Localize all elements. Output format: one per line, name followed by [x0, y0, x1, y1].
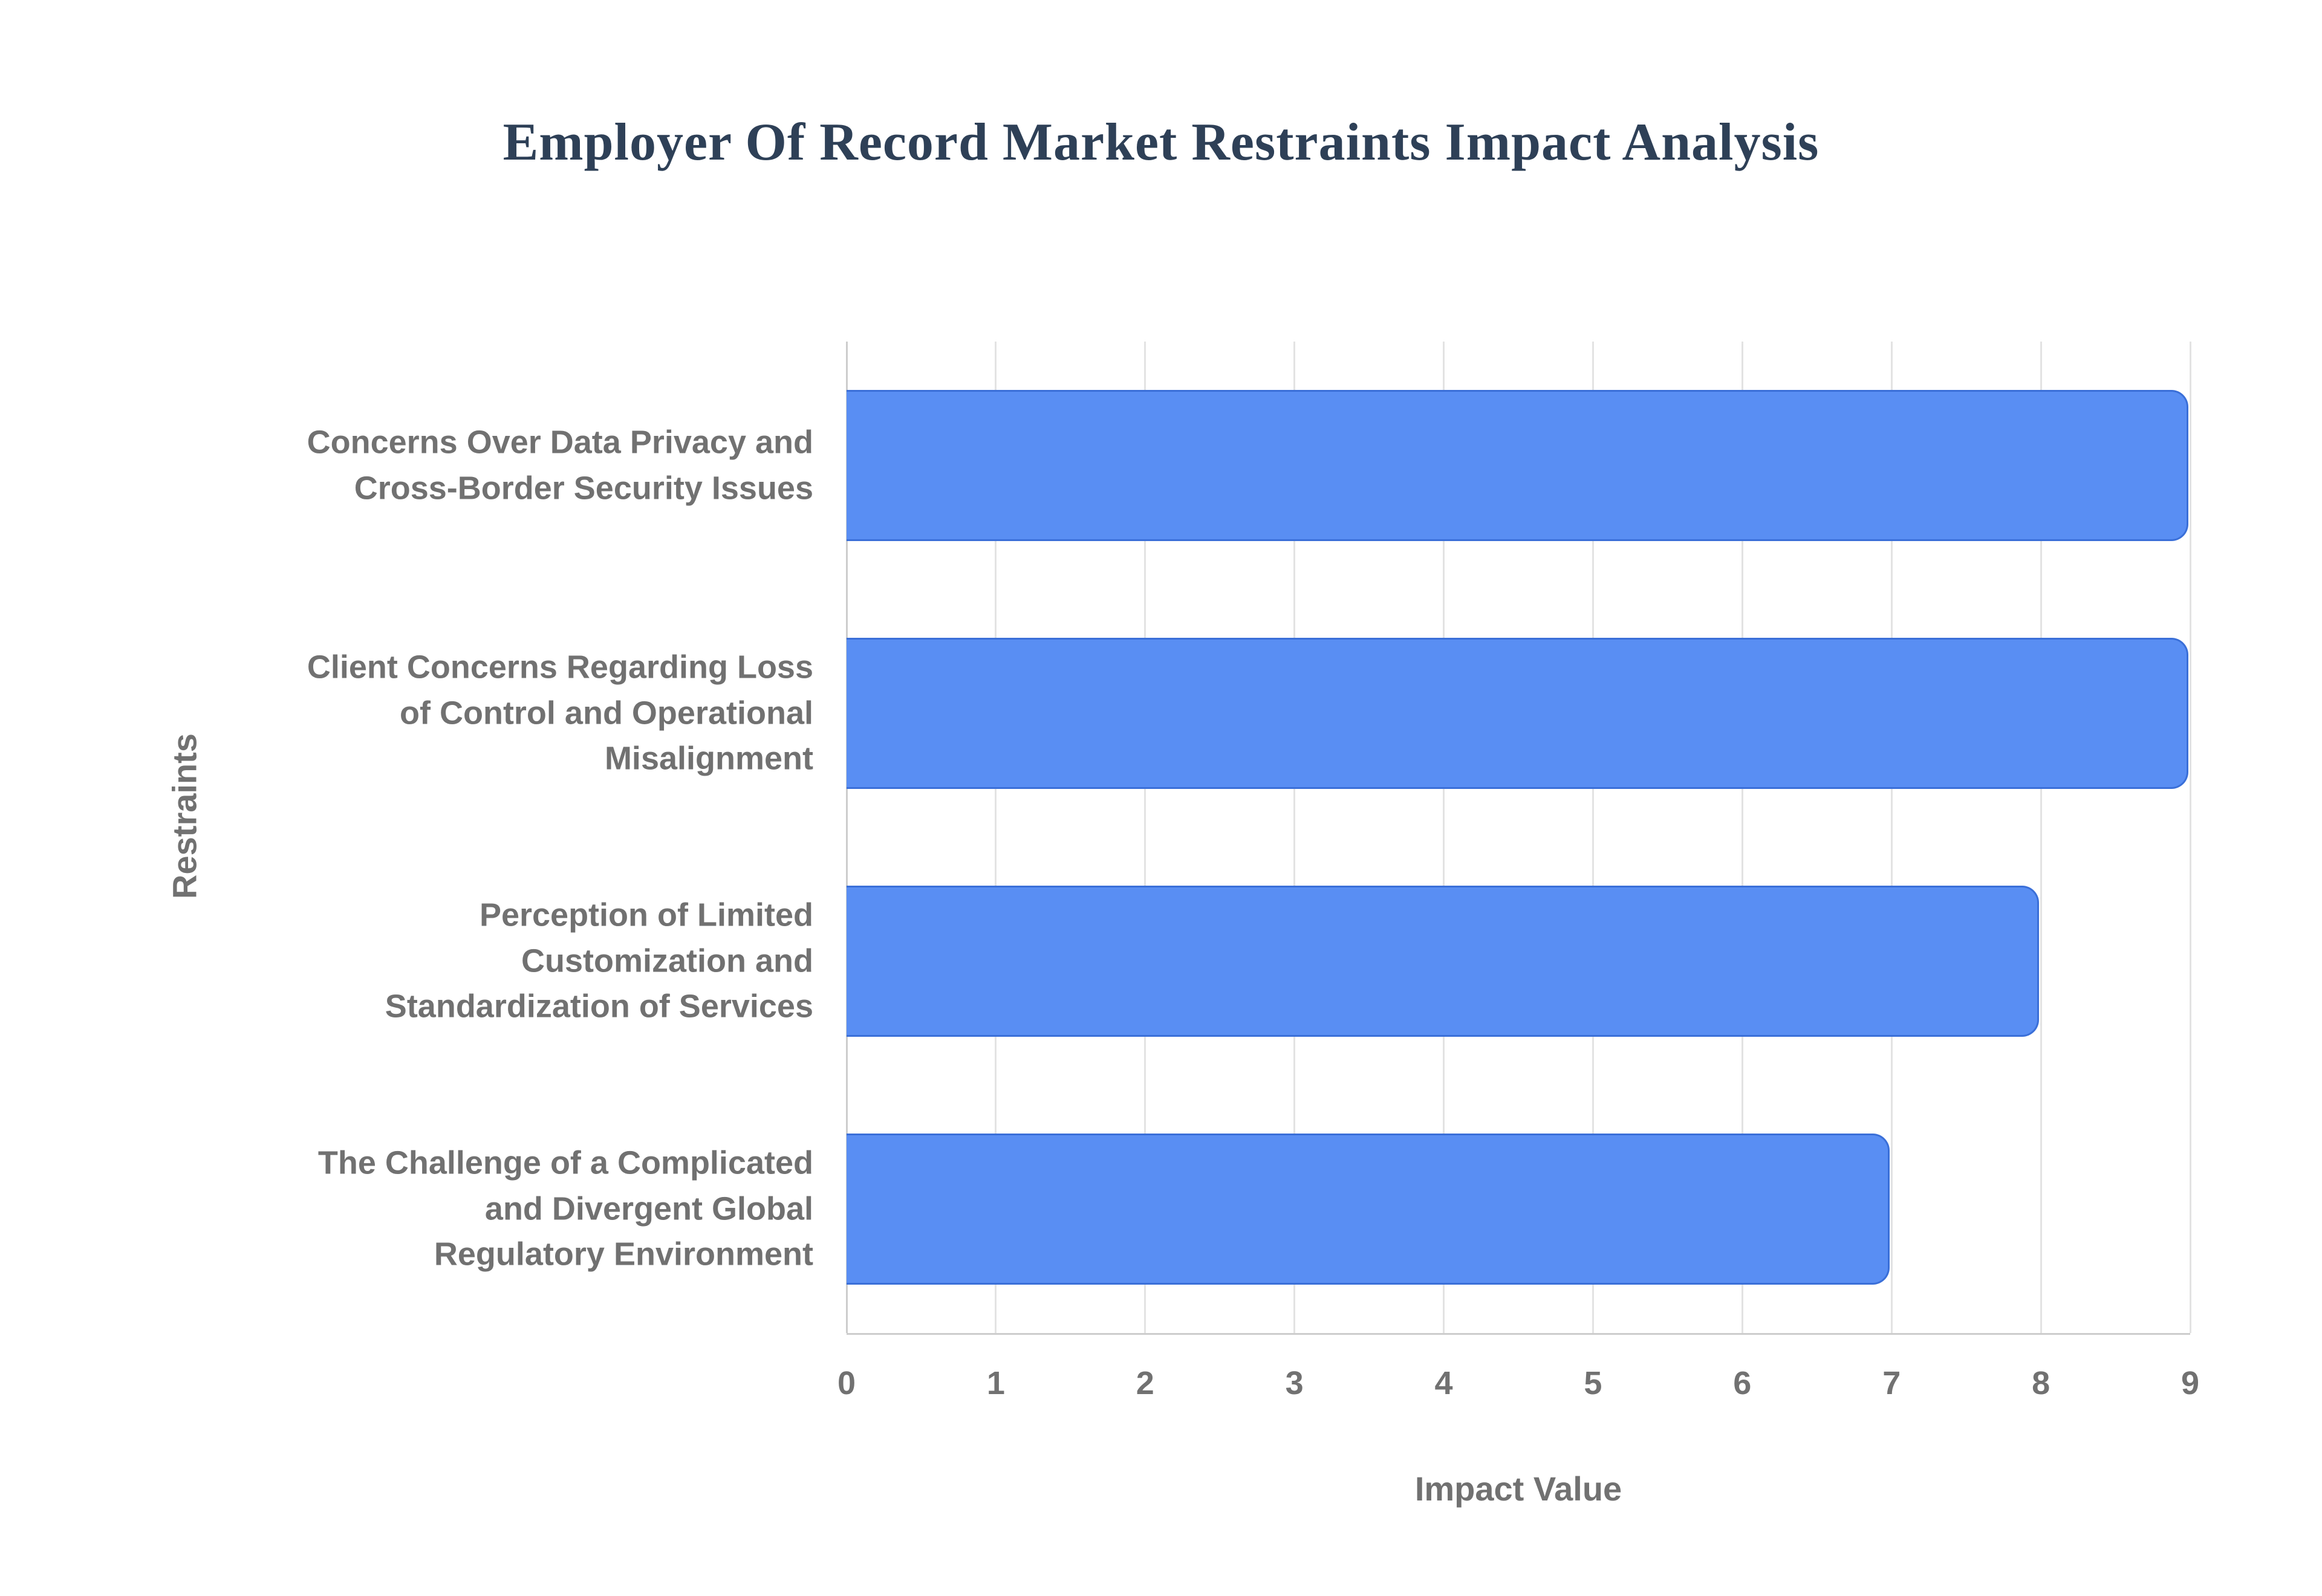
chart-title: Employer Of Record Market Restraints Imp… [502, 113, 1820, 172]
x-axis-line [847, 1333, 2190, 1335]
category-label-line: Regulatory Environment [434, 1236, 813, 1273]
category-label-line: Customization and [521, 942, 813, 979]
category-label-line: Standardization of Services [385, 988, 813, 1025]
gridline [1443, 342, 1445, 1333]
gridline [995, 342, 997, 1333]
x-tick-label: 9 [2181, 1365, 2200, 1401]
gridline [1741, 342, 1743, 1333]
y-axis-line [845, 342, 848, 1333]
x-tick-label: 1 [986, 1365, 1005, 1401]
gridline [2040, 342, 2042, 1333]
x-tick-label: 6 [1733, 1365, 1752, 1401]
gridline [2189, 342, 2191, 1333]
category-label: The Challenge of a Complicated and Diverg… [178, 1141, 813, 1278]
x-tick-label: 7 [1882, 1365, 1901, 1401]
bar[interactable] [847, 886, 2040, 1037]
category-label-line: and Divergent Global [484, 1190, 813, 1227]
category-label: Concerns Over Data Privacy and Cross-Bord… [178, 420, 813, 511]
x-tick-label: 8 [2032, 1365, 2050, 1401]
category-label-line: The Challenge of a Complicated [317, 1144, 813, 1181]
x-axis-title: Impact Value [1414, 1470, 1622, 1508]
category-label: Perception of Limited Customization and St… [178, 893, 813, 1030]
gridline [1144, 342, 1146, 1333]
bar[interactable] [847, 638, 2188, 789]
x-tick-label: 5 [1584, 1365, 1602, 1401]
category-label-line: Cross-Border Security Issues [354, 470, 813, 506]
x-tick-label: 3 [1285, 1365, 1304, 1401]
bar[interactable] [847, 1134, 1890, 1285]
category-label-line: Perception of Limited [479, 897, 813, 933]
x-tick-label: 2 [1136, 1365, 1154, 1401]
x-tick-label: 0 [837, 1365, 856, 1401]
x-tick-label: 4 [1434, 1365, 1453, 1401]
gridline [1890, 342, 1893, 1333]
category-label-line: Concerns Over Data Privacy and [307, 424, 813, 461]
bar[interactable] [847, 390, 2188, 541]
category-label-line: Client Concerns Regarding Loss [307, 649, 813, 686]
category-label: Client Concerns Regarding Loss of Control… [178, 645, 813, 782]
category-label-line: Misalignment [604, 740, 813, 777]
category-label-line: of Control and Operational [400, 695, 813, 731]
gridline [1293, 342, 1296, 1333]
gridline [1592, 342, 1594, 1333]
